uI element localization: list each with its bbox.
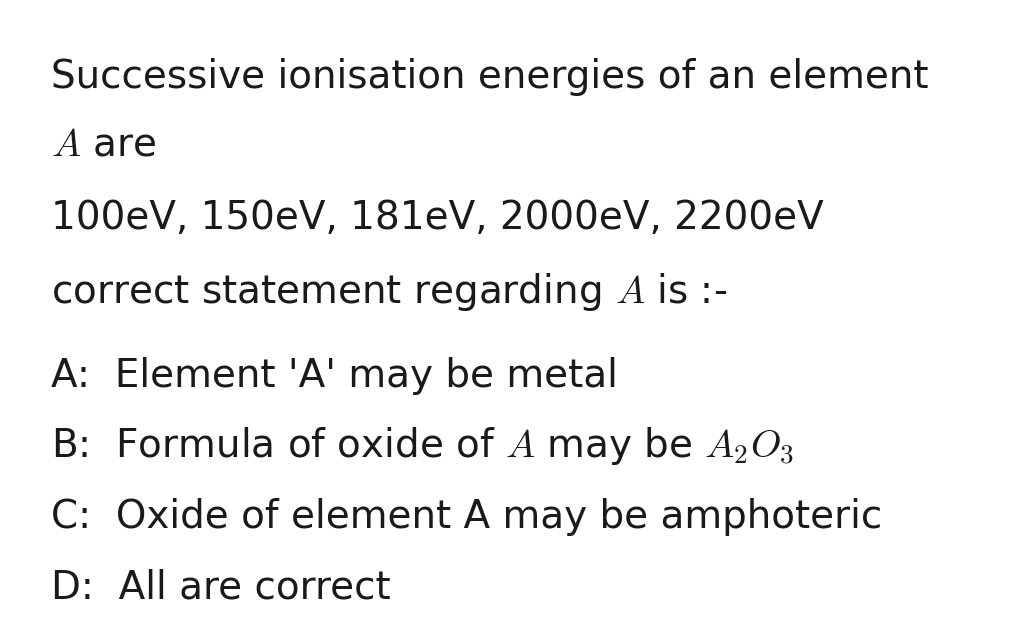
Text: D:  All are correct: D: All are correct	[51, 568, 391, 607]
Text: C:  Oxide of element A may be amphoteric: C: Oxide of element A may be amphoteric	[51, 498, 883, 536]
Text: $\mathit{A}$ are: $\mathit{A}$ are	[51, 125, 157, 164]
Text: A:  Element 'A' may be metal: A: Element 'A' may be metal	[51, 356, 618, 395]
Text: correct statement regarding $\mathit{A}$ is :-: correct statement regarding $\mathit{A}$…	[51, 271, 727, 313]
Text: B:  Formula of oxide of $A$ may be $A_2O_3$: B: Formula of oxide of $A$ may be $A_2O_…	[51, 425, 795, 467]
Text: 100eV, 150eV, 181eV, 2000eV, 2200eV: 100eV, 150eV, 181eV, 2000eV, 2200eV	[51, 199, 824, 238]
Text: Successive ionisation energies of an element: Successive ionisation energies of an ele…	[51, 58, 929, 96]
